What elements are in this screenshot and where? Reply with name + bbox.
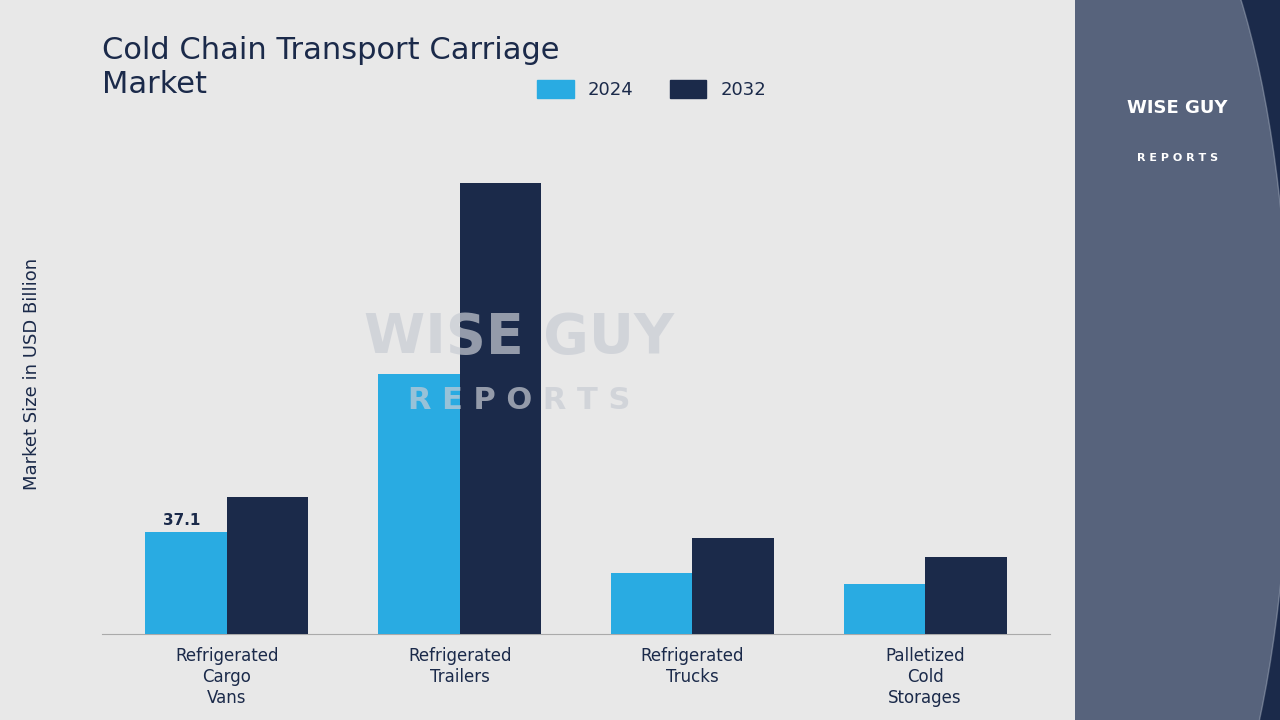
Text: R E P O R T S: R E P O R T S xyxy=(408,386,630,415)
Legend: 2024, 2032: 2024, 2032 xyxy=(530,73,773,106)
Bar xyxy=(146,532,227,634)
Text: WISE GUY: WISE GUY xyxy=(364,311,675,365)
Bar xyxy=(611,574,692,634)
Text: Cold Chain Transport Carriage
Market: Cold Chain Transport Carriage Market xyxy=(102,36,559,99)
Bar xyxy=(844,585,925,634)
Bar xyxy=(925,557,1006,634)
Text: Market Size in USD Billion: Market Size in USD Billion xyxy=(23,258,41,490)
Text: 37.1: 37.1 xyxy=(163,513,200,528)
Text: R E P O R T S: R E P O R T S xyxy=(1137,153,1219,163)
Bar xyxy=(378,374,460,634)
Bar xyxy=(692,538,774,634)
Bar xyxy=(227,497,308,634)
Bar xyxy=(460,183,541,634)
Circle shape xyxy=(983,0,1280,720)
Text: WISE GUY: WISE GUY xyxy=(1128,99,1228,117)
